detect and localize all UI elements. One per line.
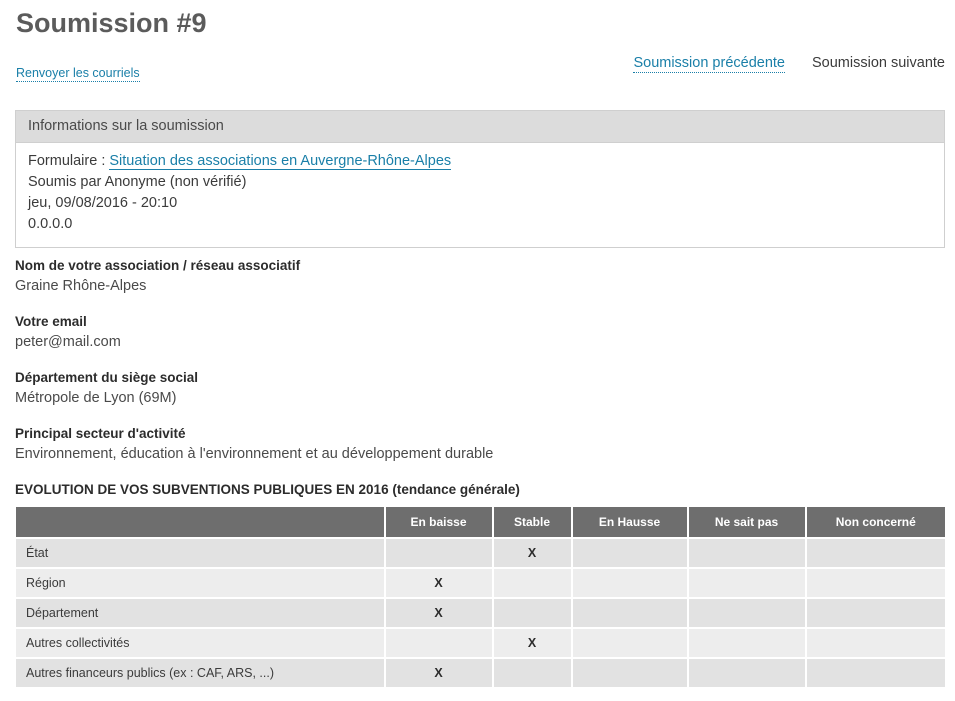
submission-ip-address: 0.0.0.0 (28, 216, 73, 232)
grid-cell-autres-collectivites-stable: X (491, 628, 572, 659)
grid-cell-autres-collectivites-en-baisse (383, 628, 493, 659)
resend-emails-action: Renvoyer les courriels (16, 66, 140, 82)
grid-section-title: EVOLUTION DE VOS SUBVENTIONS PUBLIQUES E… (15, 482, 520, 497)
grid-cell-etat-ne-sait-pas (686, 538, 806, 569)
grid-cell-autres-collectivites-ne-sait-pas (686, 628, 806, 659)
grid-header-non-concerne: Non concerné (804, 506, 946, 539)
grid-row-label-autres-collectivites: Autres collectivités (15, 628, 385, 659)
resend-emails-link[interactable]: Renvoyer les courriels (16, 66, 140, 82)
submission-fields: Nom de votre association / réseau associ… (15, 257, 946, 689)
subventions-grid-table: En baisse Stable En Hausse Ne sait pas N… (15, 506, 946, 689)
field-value-departement: Métropole de Lyon (69M) (15, 390, 177, 406)
submission-info-header: Informations sur la soumission (16, 111, 944, 143)
grid-cell-region-ne-sait-pas (686, 568, 806, 599)
form-link[interactable]: Situation des associations en Auvergne-R… (109, 153, 452, 170)
field-label-association-name: Nom de votre association / réseau associ… (15, 258, 301, 273)
grid-cell-etat-en-hausse (570, 538, 688, 569)
submitted-by-line: Soumis par Anonyme (non vérifié) (28, 174, 247, 190)
field-value-association-name: Graine Rhône-Alpes (15, 278, 147, 294)
submission-timestamp: jeu, 09/08/2016 - 20:10 (28, 195, 178, 211)
next-submission-link[interactable]: Soumission suivante (812, 55, 945, 71)
grid-header-corner (15, 506, 385, 539)
grid-row-label-region: Région (15, 568, 385, 599)
grid-cell-region-en-baisse: X (383, 568, 493, 599)
table-row: État X (15, 538, 946, 569)
grid-cell-etat-en-baisse (383, 538, 493, 569)
grid-cell-region-en-hausse (570, 568, 688, 599)
grid-cell-departement-en-baisse: X (383, 598, 493, 629)
grid-cell-autres-financeurs-en-hausse (570, 658, 688, 689)
table-row: Département X (15, 598, 946, 629)
grid-header-stable: Stable (491, 506, 572, 539)
field-value-email: peter@mail.com (15, 334, 121, 350)
grid-table-head: En baisse Stable En Hausse Ne sait pas N… (15, 506, 946, 539)
grid-header-ne-sait-pas: Ne sait pas (686, 506, 806, 539)
grid-cell-departement-stable (491, 598, 572, 629)
grid-cell-autres-financeurs-en-baisse: X (383, 658, 493, 689)
form-prefix-label: Formulaire : (28, 153, 110, 169)
grid-header-row: En baisse Stable En Hausse Ne sait pas N… (15, 506, 946, 539)
table-row: Autres collectivités X (15, 628, 946, 659)
field-label-email: Votre email (15, 314, 87, 329)
grid-cell-autres-financeurs-ne-sait-pas (686, 658, 806, 689)
field-label-secteur: Principal secteur d'activité (15, 426, 186, 441)
grid-cell-autres-collectivites-en-hausse (570, 628, 688, 659)
grid-cell-region-stable (491, 568, 572, 599)
grid-cell-departement-ne-sait-pas (686, 598, 806, 629)
grid-cell-etat-stable: X (491, 538, 572, 569)
grid-cell-departement-en-hausse (570, 598, 688, 629)
page-title: Soumission #9 (16, 8, 207, 38)
field-value-secteur: Environnement, éducation à l'environneme… (15, 446, 494, 462)
previous-submission-link[interactable]: Soumission précédente (633, 55, 785, 73)
table-row: Autres financeurs publics (ex : CAF, ARS… (15, 658, 946, 689)
grid-cell-autres-financeurs-non-concerne (804, 658, 946, 689)
grid-cell-departement-non-concerne (804, 598, 946, 629)
submission-info-body: Formulaire : Situation des associations … (16, 143, 944, 247)
grid-cell-autres-collectivites-non-concerne (804, 628, 946, 659)
submission-info-fieldset: Informations sur la soumission Formulair… (15, 110, 945, 248)
table-row: Région X (15, 568, 946, 599)
grid-header-en-hausse: En Hausse (570, 506, 688, 539)
grid-cell-region-non-concerne (804, 568, 946, 599)
grid-row-label-departement: Département (15, 598, 385, 629)
grid-header-en-baisse: En baisse (383, 506, 493, 539)
grid-cell-autres-financeurs-stable (491, 658, 572, 689)
grid-cell-etat-non-concerne (804, 538, 946, 569)
form-line: Formulaire : Situation des associations … (28, 151, 932, 172)
grid-row-label-autres-financeurs: Autres financeurs publics (ex : CAF, ARS… (15, 658, 385, 689)
field-label-departement: Département du siège social (15, 370, 199, 385)
submission-nav: Soumission précédente Soumission suivant… (633, 55, 945, 73)
grid-table-body: État X Région X Département (15, 538, 946, 689)
grid-row-label-etat: État (15, 538, 385, 569)
